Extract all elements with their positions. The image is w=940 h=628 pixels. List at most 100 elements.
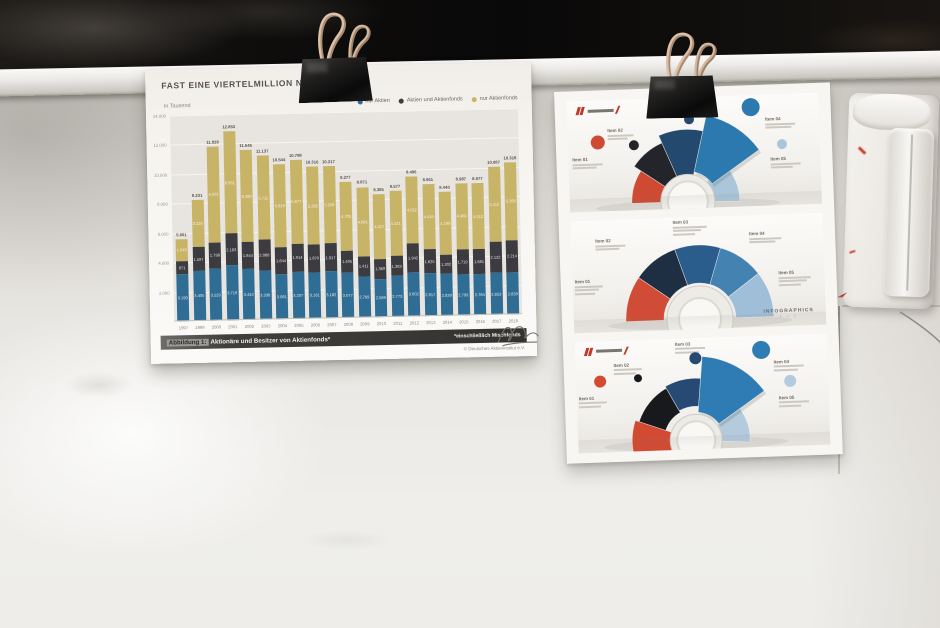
- callout-text-line: [574, 285, 603, 289]
- bar-segment: 1.917: [324, 243, 337, 272]
- gauge-segment: [693, 114, 760, 185]
- x-tick-label: 2000: [211, 324, 222, 330]
- x-tick-label: 2006: [310, 322, 321, 328]
- bar-segment: 2.784: [473, 273, 487, 316]
- bar-1999: 3.405 1.597 3.229 8.231 1999: [191, 193, 206, 330]
- bar-segment: 871: [176, 261, 189, 275]
- bar-segment: 4.512: [471, 182, 485, 250]
- bar-segment: 2.088: [258, 239, 271, 271]
- bar-total-label: 12.853: [222, 124, 236, 130]
- x-tick-label: 2015: [459, 319, 469, 325]
- callout-title: Item 03: [674, 341, 691, 347]
- bar-segment: 2.589: [374, 278, 388, 318]
- bar-segment: 3.405: [192, 270, 206, 322]
- gauge-callout: Item 05: [770, 155, 804, 170]
- bar-2006: 3.161 1.870 5.285 10.316 2006: [306, 160, 322, 328]
- bar-2013: 2.917 1.625 4.419 8.961 2013: [421, 177, 437, 325]
- bars: 3.190 871 1.540 5.601 1997 3.405 1.597 3.229 8.2…: [170, 108, 522, 330]
- gauge-callout: Item 04: [773, 358, 807, 373]
- bar-total-label: 8.231: [191, 192, 203, 198]
- bar-2015: 2.799 1.719 4.469 8.987 2015: [454, 176, 470, 324]
- callout-text-line: [749, 236, 782, 241]
- bar-segment: 3.190: [176, 274, 190, 322]
- gauge-callout: Item 05: [779, 394, 813, 409]
- x-tick-label: 2004: [277, 323, 288, 329]
- callout-text-line: [595, 248, 620, 251]
- bar-segment: 3.161: [308, 271, 322, 319]
- bar-segment: 1.383: [390, 255, 403, 277]
- bar-total-label: 9.496: [405, 169, 417, 175]
- bar-segment: 4.421: [389, 190, 403, 256]
- bar-segment: 4.427: [372, 193, 387, 260]
- bar-segment: 4.552: [405, 176, 419, 244]
- binder-clip-body: [646, 75, 719, 118]
- gauge-callout: Item 02: [595, 238, 629, 253]
- x-tick-label: 2010: [376, 321, 387, 327]
- callout-text-line: [595, 244, 626, 248]
- whiteboard-eraser: [843, 92, 940, 310]
- x-tick-label: 2011: [393, 320, 403, 326]
- gauge-callout: Item 01: [579, 395, 611, 410]
- brand-text-bar: [587, 108, 614, 113]
- x-tick-label: 2012: [409, 320, 420, 326]
- y-tick-label: 6.000: [157, 231, 169, 237]
- bar-segment: 3.529: [209, 268, 223, 321]
- gauge-callout: Item 04: [749, 230, 785, 245]
- bar-segment: 5.218: [322, 166, 337, 244]
- bar-segment: 1.719: [456, 248, 469, 275]
- x-tick-label: 2007: [327, 322, 337, 328]
- gauge-callout: Item 01: [572, 156, 606, 171]
- bar-segment: 4.469: [454, 183, 469, 250]
- callout-text-line: [675, 347, 706, 351]
- callout-text-line: [672, 225, 707, 229]
- bar-segment: 5.285: [306, 166, 320, 245]
- callout-text-line: [574, 288, 599, 292]
- callout-text-line: [578, 405, 602, 408]
- gauge-infographics-paper: Item 01 Item 02 Item 03 Item 04 Item 05 INFO…: [554, 82, 843, 464]
- callout-title: Item 05: [778, 270, 795, 276]
- callout-dot-icon: [751, 340, 771, 359]
- x-tick-label: 2001: [228, 324, 238, 330]
- bar-segment: 3.077: [341, 272, 355, 318]
- figure-number-chip: Abbildung 1:: [166, 338, 209, 347]
- callout-title: Item 04: [764, 116, 781, 122]
- bar-plot: 3.190 871 1.540 5.601 1997 3.405 1.597 3.229 8.2…: [169, 108, 523, 330]
- bar-segment: 5.112: [487, 166, 502, 242]
- bar-total-label: 8.871: [356, 179, 368, 186]
- bar-2012: 3.002 1.942 4.552 9.496 2012: [405, 170, 421, 326]
- gauge-callout: Item 02: [613, 362, 645, 377]
- callout-text-line: [778, 400, 809, 404]
- callout-dot-icon: [689, 351, 702, 365]
- gauge-callout: Item 04: [765, 115, 799, 130]
- bar-segment: 3.338: [258, 270, 272, 320]
- bar-2010: 2.589 1.369 4.427 8.385 2010: [372, 187, 388, 326]
- y-tick-label: 12.000: [153, 142, 167, 149]
- brand-red-bar-icon: [579, 106, 585, 116]
- bar-segment: 4.419: [421, 184, 436, 250]
- y-tick-label: 10.000: [153, 172, 168, 178]
- binder-clip-left: [290, 6, 378, 110]
- callout-text-line: [770, 161, 801, 165]
- bar-segment: 3.207: [291, 271, 305, 319]
- bar-segment: 1.942: [406, 243, 420, 273]
- bar-segment: 2.214: [505, 239, 519, 273]
- callout-text-line: [578, 401, 607, 405]
- bar-segment: 5.619: [273, 163, 287, 247]
- bar-segment: 1.495: [340, 250, 354, 273]
- callout-title: Item 03: [672, 219, 689, 226]
- gauge-callout: Item 05: [778, 269, 815, 287]
- y-tick-label: 8.000: [157, 201, 168, 208]
- x-tick-label: 2003: [261, 323, 271, 329]
- callout-dot-icon: [633, 373, 643, 383]
- x-tick-label: 1999: [195, 324, 205, 331]
- callout-title: Item 01: [574, 279, 591, 285]
- brand-text-bar: [596, 348, 623, 353]
- bar-segment: 2.799: [456, 274, 470, 316]
- callout-title: Item 05: [778, 394, 795, 400]
- infographic-brand-mark: [575, 105, 621, 116]
- callout-text-line: [773, 368, 798, 372]
- gauge-segment: [697, 355, 765, 424]
- bar-2003: 3.338 2.088 5.711 11.137 2003: [256, 149, 272, 329]
- eraser-roller: [883, 127, 935, 298]
